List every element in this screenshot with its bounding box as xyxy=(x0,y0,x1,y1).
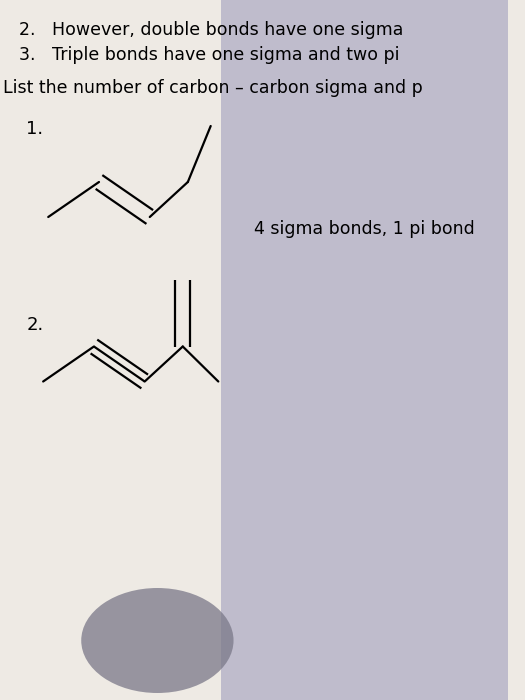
Ellipse shape xyxy=(81,588,234,693)
FancyBboxPatch shape xyxy=(0,0,221,700)
Text: 3.   Triple bonds have one sigma and two pi: 3. Triple bonds have one sigma and two p… xyxy=(19,46,400,64)
FancyBboxPatch shape xyxy=(221,0,508,700)
Text: List the number of carbon – carbon sigma and p: List the number of carbon – carbon sigma… xyxy=(3,79,422,97)
Text: 2.   However, double bonds have one sigma: 2. However, double bonds have one sigma xyxy=(19,21,404,39)
Text: 4 sigma bonds, 1 pi bond: 4 sigma bonds, 1 pi bond xyxy=(254,220,475,239)
Text: 1.: 1. xyxy=(26,120,44,139)
Text: 2.: 2. xyxy=(26,316,44,335)
